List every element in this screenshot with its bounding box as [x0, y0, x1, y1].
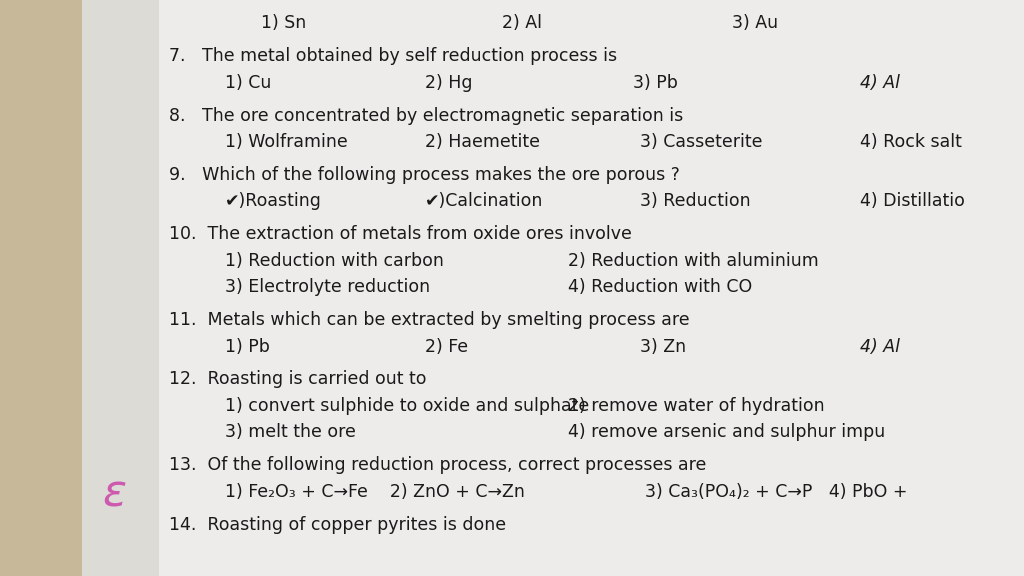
Text: 3) Casseterite: 3) Casseterite	[640, 133, 763, 151]
Text: 13.  Of the following reduction process, correct processes are: 13. Of the following reduction process, …	[169, 456, 707, 474]
Text: 1) Reduction with carbon: 1) Reduction with carbon	[225, 252, 444, 270]
Text: 2) Haemetite: 2) Haemetite	[425, 133, 540, 151]
Text: 14.  Roasting of copper pyrites is done: 14. Roasting of copper pyrites is done	[169, 516, 506, 533]
Text: 1) Pb: 1) Pb	[225, 338, 270, 355]
Text: 1) Wolframine: 1) Wolframine	[225, 133, 348, 151]
Text: 4) Al: 4) Al	[860, 338, 900, 355]
Text: 4) Reduction with CO: 4) Reduction with CO	[568, 278, 753, 296]
Text: 9.   Which of the following process makes the ore porous ?: 9. Which of the following process makes …	[169, 166, 680, 184]
Text: 3) Ca₃(PO₄)₂ + C→P   4) PbO +: 3) Ca₃(PO₄)₂ + C→P 4) PbO +	[645, 483, 907, 501]
Bar	[97, 0, 116, 259]
Text: 1) Sn: 1) Sn	[261, 14, 306, 32]
Polygon shape	[0, 0, 133, 576]
Text: ε: ε	[102, 473, 126, 516]
Text: 4) Rock salt: 4) Rock salt	[860, 133, 962, 151]
Text: 3) Reduction: 3) Reduction	[640, 192, 751, 210]
Text: 1) Fe₂O₃ + C→Fe    2) ZnO + C→Zn: 1) Fe₂O₃ + C→Fe 2) ZnO + C→Zn	[225, 483, 525, 501]
Text: 3) Pb: 3) Pb	[633, 74, 678, 92]
Text: 3) Electrolyte reduction: 3) Electrolyte reduction	[225, 278, 430, 296]
Text: 4) remove arsenic and sulphur impu: 4) remove arsenic and sulphur impu	[568, 423, 886, 441]
Text: 2) Hg: 2) Hg	[425, 74, 472, 92]
Text: 3) Zn: 3) Zn	[640, 338, 686, 355]
Text: 1) convert sulphide to oxide and sulphate: 1) convert sulphide to oxide and sulphat…	[225, 397, 590, 415]
Text: 10.  The extraction of metals from oxide ores involve: 10. The extraction of metals from oxide …	[169, 225, 632, 243]
Text: 2) Fe: 2) Fe	[425, 338, 468, 355]
Text: 4) Al: 4) Al	[860, 74, 900, 92]
Text: 8.   The ore concentrated by electromagnetic separation is: 8. The ore concentrated by electromagnet…	[169, 107, 683, 124]
Text: 11.  Metals which can be extracted by smelting process are: 11. Metals which can be extracted by sme…	[169, 311, 689, 329]
Text: 7.   The metal obtained by self reduction process is: 7. The metal obtained by self reduction …	[169, 47, 617, 65]
Text: 2) Al: 2) Al	[502, 14, 542, 32]
Text: 4) Distillatio: 4) Distillatio	[860, 192, 965, 210]
Bar	[159, 0, 1024, 576]
Text: 2) Reduction with aluminium: 2) Reduction with aluminium	[568, 252, 819, 270]
Text: 1) Cu: 1) Cu	[225, 74, 271, 92]
Text: 3) Au: 3) Au	[732, 14, 778, 32]
Text: 12.  Roasting is carried out to: 12. Roasting is carried out to	[169, 370, 426, 388]
Text: 3) melt the ore: 3) melt the ore	[225, 423, 356, 441]
Text: 2) remove water of hydration: 2) remove water of hydration	[568, 397, 825, 415]
Text: ✔)Calcination: ✔)Calcination	[425, 192, 544, 210]
Text: ✔)Roasting: ✔)Roasting	[225, 192, 323, 210]
Bar	[0, 0, 164, 576]
Polygon shape	[82, 0, 159, 576]
